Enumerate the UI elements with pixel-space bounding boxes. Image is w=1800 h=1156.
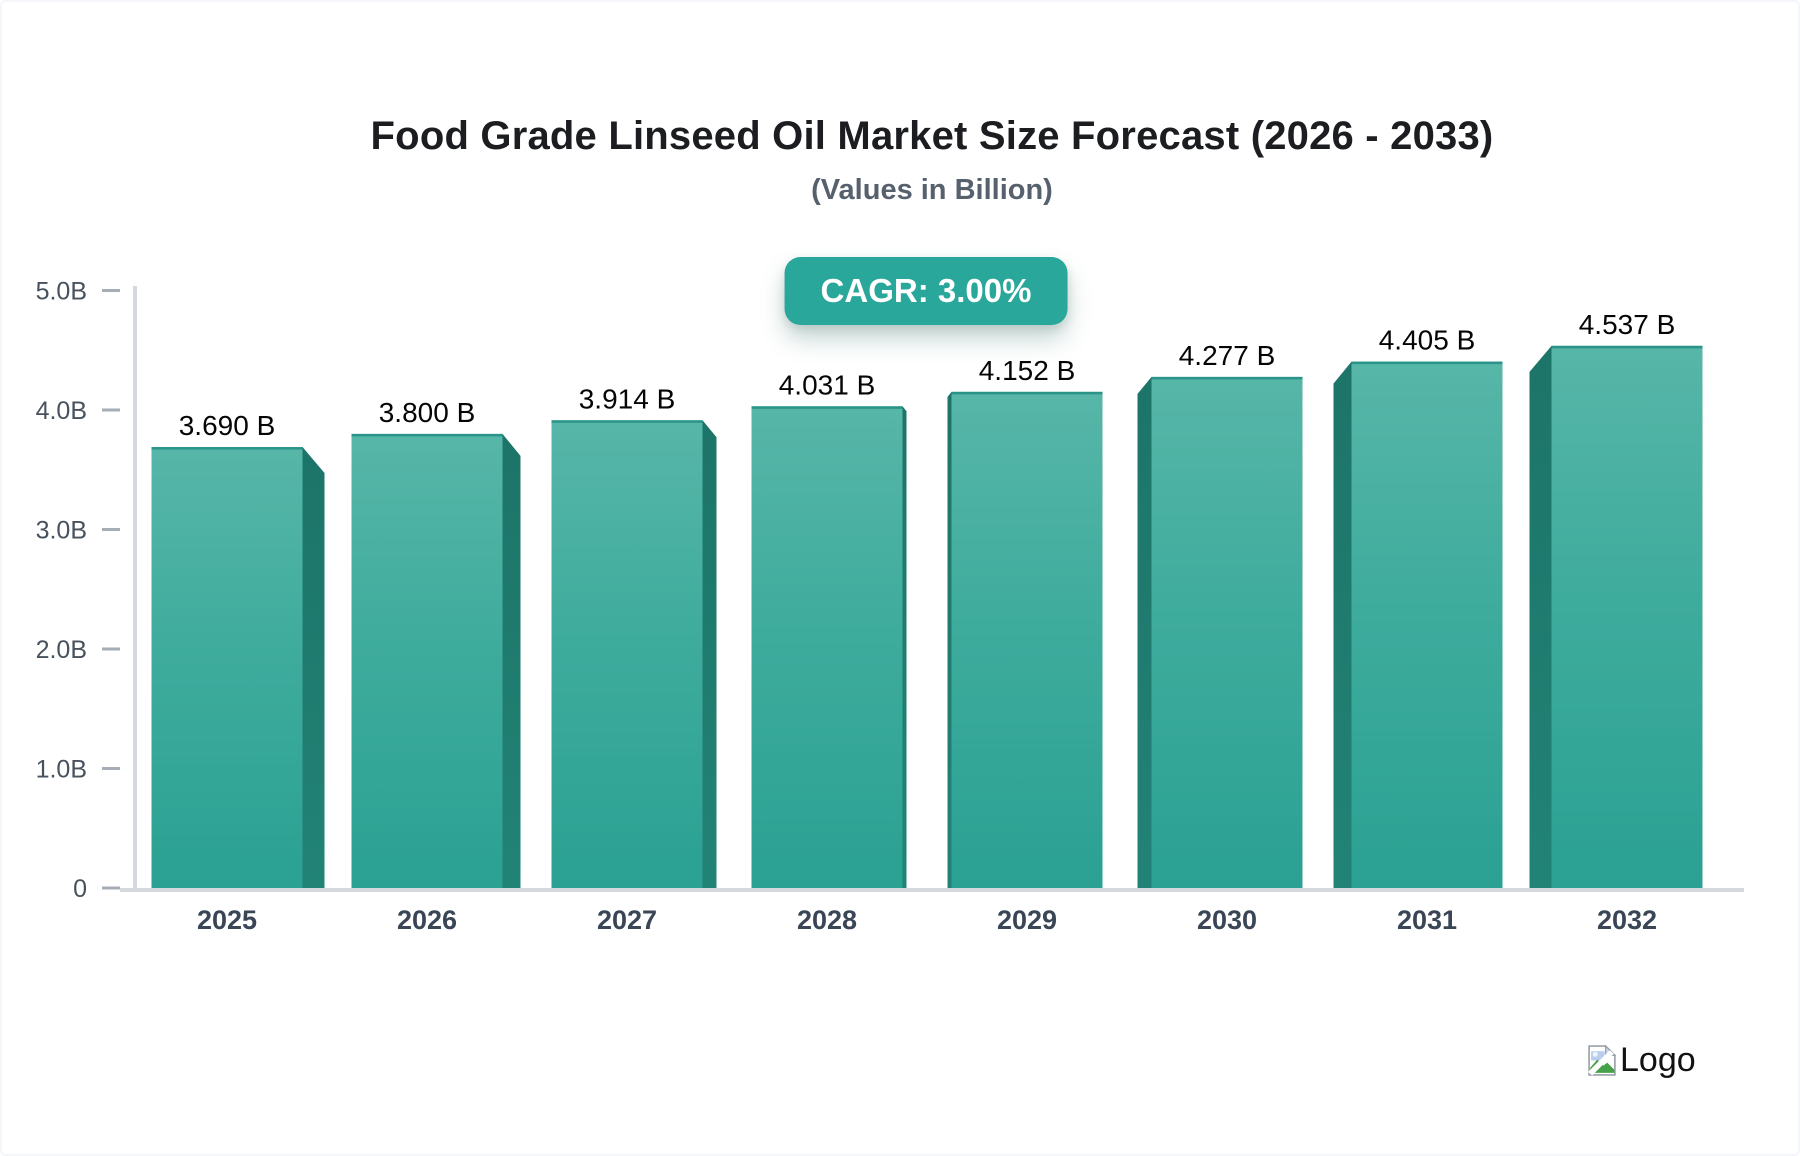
chart-subtitle: (Values in Billion) <box>811 174 1053 206</box>
x-axis-label: 2028 <box>797 905 857 935</box>
bar-value-label: 4.152 B <box>979 355 1076 386</box>
x-axis-label: 2032 <box>1597 905 1657 935</box>
x-axis-labels: 2025 2026 2027 2028 2029 2030 2031 2032 <box>197 905 1657 935</box>
broken-image-icon <box>1588 1044 1617 1076</box>
bar-side-face <box>947 391 952 888</box>
bar-2025 <box>151 447 325 888</box>
y-axis-tick-label: 3.0B <box>36 517 87 545</box>
bar-2032 <box>1529 345 1703 888</box>
x-axis-label: 2030 <box>1197 905 1257 935</box>
bar-side-face <box>702 420 717 888</box>
bar-value-label: 3.690 B <box>179 410 276 441</box>
cagr-badge: CAGR: 3.00% <box>784 257 1068 325</box>
y-axis-tick-label: 2.0B <box>36 636 87 664</box>
bar-main-face <box>1351 361 1503 888</box>
bar-2026 <box>351 433 521 888</box>
bar-side-face <box>302 447 325 888</box>
x-axis-label: 2025 <box>197 905 257 935</box>
bar-main-face <box>751 406 903 888</box>
chart-title: Food Grade Linseed Oil Market Size Forec… <box>370 114 1494 158</box>
y-axis-tick-label: 1.0B <box>36 756 87 784</box>
bar-value-label: 3.914 B <box>579 383 676 414</box>
bar-main-face <box>1551 345 1703 888</box>
bar-2030 <box>1137 376 1303 888</box>
x-axis <box>120 888 1744 892</box>
bar-main-face <box>551 420 703 888</box>
bar-value-label: 4.277 B <box>1179 340 1276 371</box>
bar-main-face <box>1151 376 1303 888</box>
bar-2028 <box>751 406 907 888</box>
bar-main-face <box>951 391 1103 888</box>
bar-value-label: 4.537 B <box>1579 309 1676 340</box>
bar-value-label: 3.800 B <box>379 397 476 428</box>
logo-alt-text: Logo <box>1620 1040 1696 1079</box>
y-axis-tick-label: 5.0B <box>36 278 87 306</box>
bar-main-face <box>351 433 503 888</box>
y-axis: 0 1.0B 2.0B 3.0B 4.0B 5.0B <box>36 278 137 903</box>
bar-side-face <box>1529 345 1552 888</box>
x-axis-label: 2031 <box>1397 905 1457 935</box>
bar-2027 <box>551 420 717 888</box>
bar-side-face <box>1137 376 1152 888</box>
x-axis-label: 2029 <box>997 905 1057 935</box>
broken-logo-image: Logo <box>1586 1038 1696 1082</box>
bar-side-face <box>1333 361 1352 888</box>
bar-side-face <box>502 433 521 888</box>
bar-value-labels: 3.690 B 3.800 B 3.914 B 4.031 B 4.152 B 4.277… <box>179 309 1676 441</box>
bar-value-label: 4.405 B <box>1379 325 1476 356</box>
bar-side-face <box>902 406 907 888</box>
bar-main-face <box>151 447 303 888</box>
bar-value-label: 4.031 B <box>779 369 876 400</box>
y-axis-tick-label: 0 <box>73 875 87 903</box>
bar-2031 <box>1333 361 1503 888</box>
x-axis-label: 2027 <box>597 905 657 935</box>
bar-series <box>151 345 1703 888</box>
bar-2029 <box>947 391 1103 888</box>
x-axis-label: 2026 <box>397 905 457 935</box>
y-axis-tick-label: 4.0B <box>36 397 87 425</box>
